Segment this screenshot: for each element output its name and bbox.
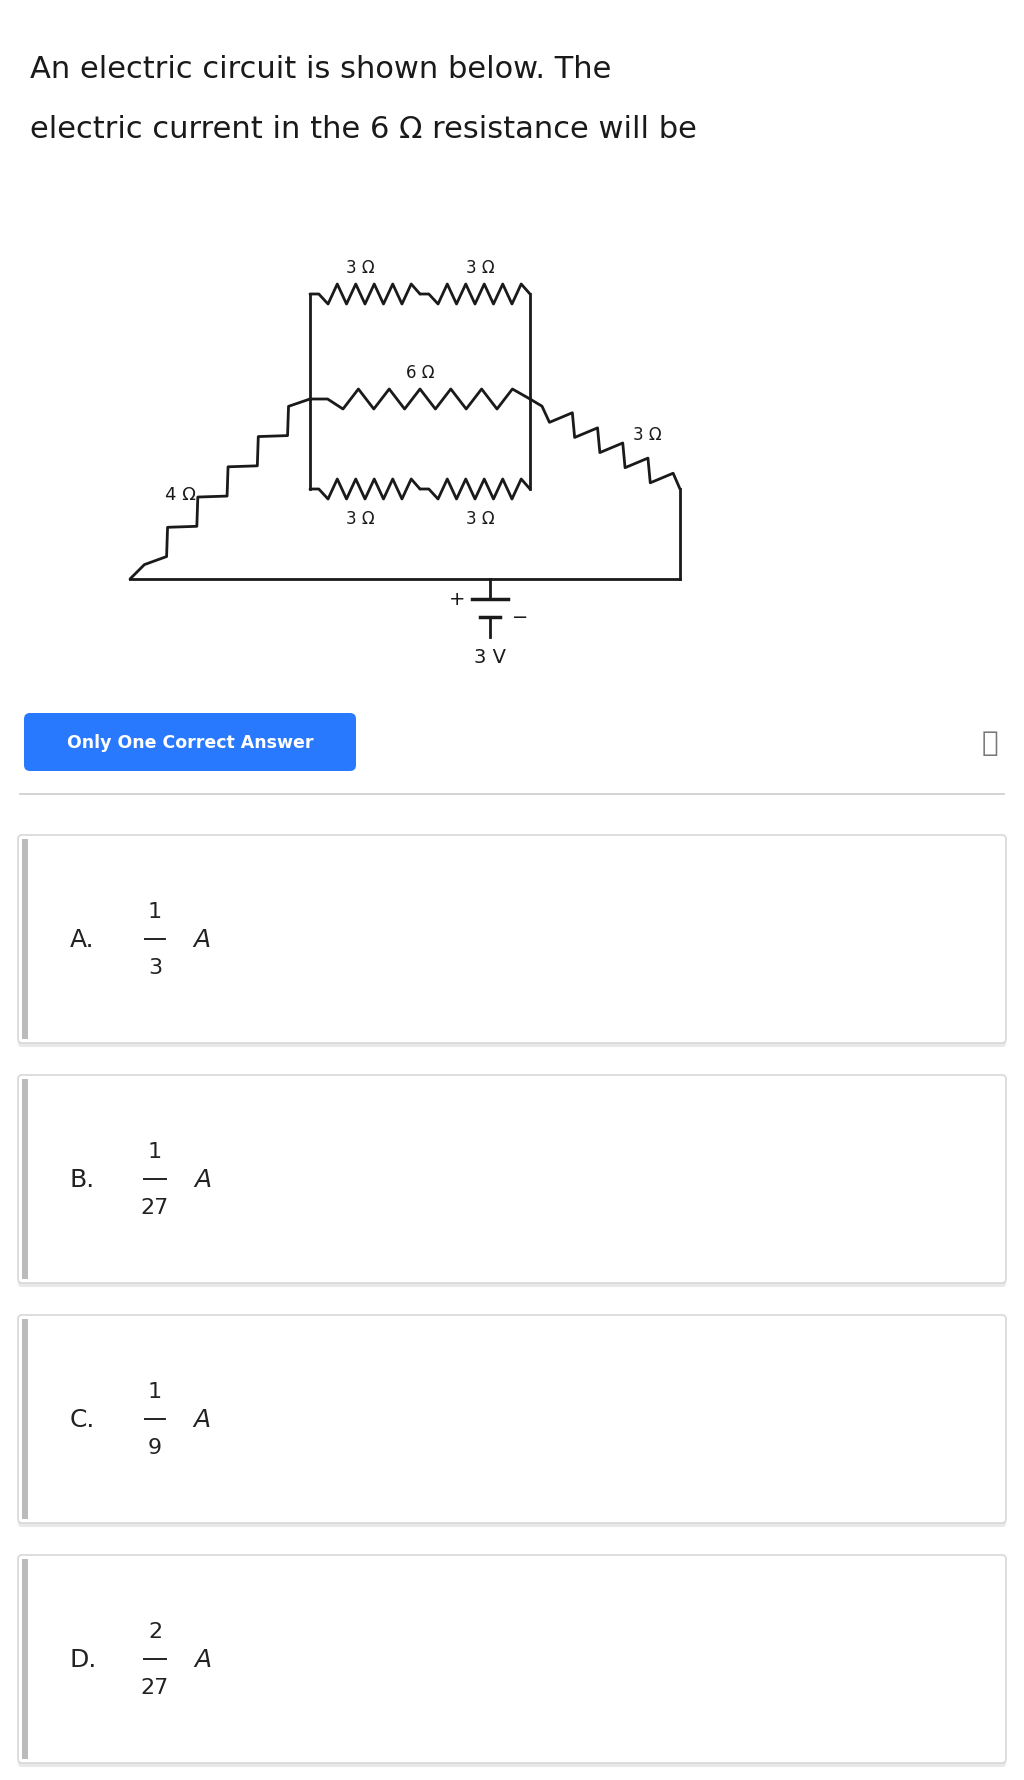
Text: 27: 27 xyxy=(141,1198,169,1218)
Text: A: A xyxy=(193,1408,210,1431)
Bar xyxy=(22,840,28,1040)
Text: 4 Ω: 4 Ω xyxy=(165,486,196,504)
FancyBboxPatch shape xyxy=(18,1075,1006,1283)
Text: 3 Ω: 3 Ω xyxy=(346,509,375,527)
Text: A: A xyxy=(193,927,210,952)
Text: A: A xyxy=(194,1168,211,1191)
Text: 3 Ω: 3 Ω xyxy=(346,258,375,278)
Text: 3 Ω: 3 Ω xyxy=(466,509,495,527)
FancyBboxPatch shape xyxy=(18,1319,1006,1527)
Text: 9: 9 xyxy=(147,1436,162,1458)
Text: C.: C. xyxy=(70,1408,95,1431)
Text: A: A xyxy=(194,1646,211,1671)
Bar xyxy=(22,1079,28,1280)
Text: 27: 27 xyxy=(141,1677,169,1696)
Bar xyxy=(22,1319,28,1518)
Text: electric current in the 6 Ω resistance will be: electric current in the 6 Ω resistance w… xyxy=(30,116,697,144)
FancyBboxPatch shape xyxy=(18,1315,1006,1524)
Text: −: − xyxy=(512,609,528,627)
Text: ⓘ: ⓘ xyxy=(982,728,998,756)
Bar xyxy=(22,1559,28,1759)
Text: A.: A. xyxy=(70,927,94,952)
Text: 3 Ω: 3 Ω xyxy=(466,258,495,278)
Text: B.: B. xyxy=(70,1168,95,1191)
Text: 1: 1 xyxy=(147,1141,162,1161)
Text: 1: 1 xyxy=(147,901,162,922)
Text: D.: D. xyxy=(70,1646,97,1671)
Text: 3: 3 xyxy=(147,958,162,977)
FancyBboxPatch shape xyxy=(18,840,1006,1047)
Text: 1: 1 xyxy=(147,1381,162,1401)
Text: 3 Ω: 3 Ω xyxy=(633,425,662,443)
FancyBboxPatch shape xyxy=(18,1079,1006,1287)
FancyBboxPatch shape xyxy=(18,1559,1006,1768)
FancyBboxPatch shape xyxy=(18,835,1006,1043)
Text: 2: 2 xyxy=(147,1622,162,1641)
Text: Only One Correct Answer: Only One Correct Answer xyxy=(67,733,313,751)
FancyBboxPatch shape xyxy=(18,1556,1006,1762)
Text: 6 Ω: 6 Ω xyxy=(406,363,434,381)
Text: +: + xyxy=(449,591,465,609)
Text: An electric circuit is shown below. The: An electric circuit is shown below. The xyxy=(30,55,611,84)
FancyBboxPatch shape xyxy=(24,714,356,771)
Text: 3 V: 3 V xyxy=(474,648,506,668)
